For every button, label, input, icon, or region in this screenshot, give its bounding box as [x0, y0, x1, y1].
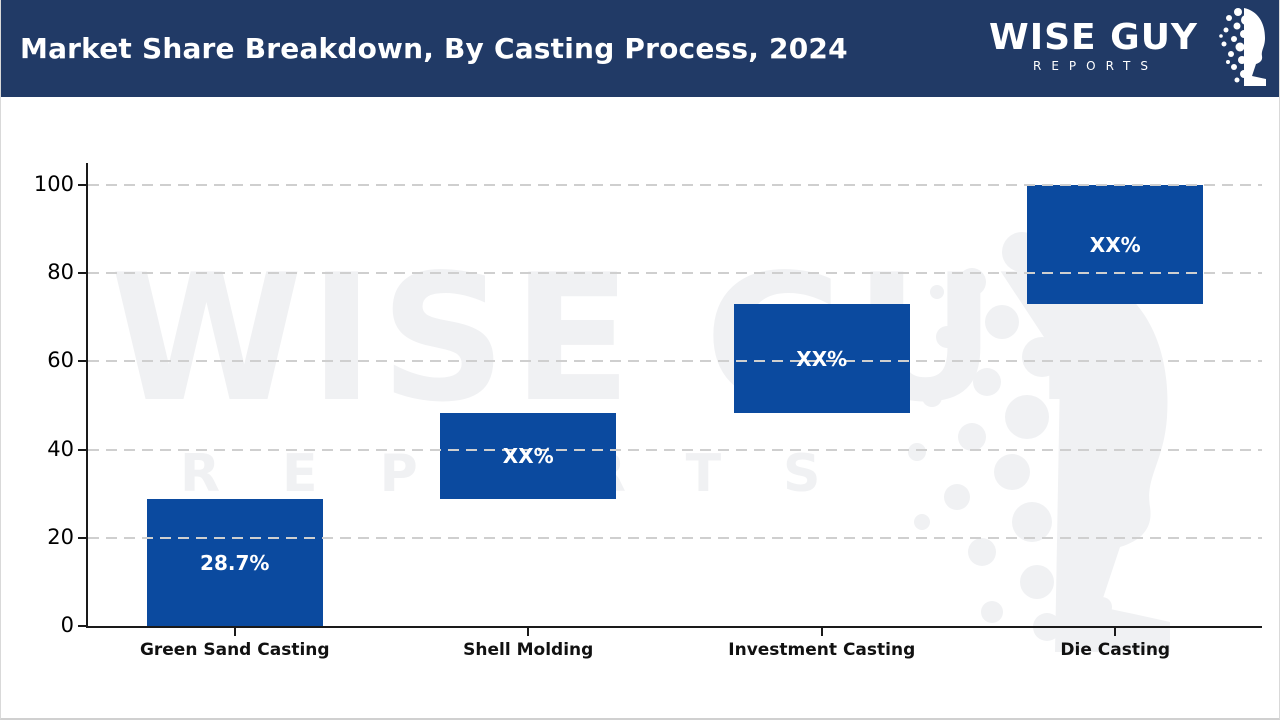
x-tick — [233, 628, 236, 636]
y-tick — [78, 360, 86, 363]
x-axis-spine — [86, 626, 1262, 628]
x-axis-label: Green Sand Casting — [139, 640, 330, 660]
bar-value-label: XX% — [1089, 232, 1141, 257]
bar-segment — [1027, 185, 1204, 305]
y-tick-label: 60 — [47, 348, 74, 373]
x-tick — [1114, 628, 1117, 636]
gridline-y-40 — [88, 448, 1262, 451]
gridline-y-80 — [88, 272, 1262, 275]
gridline-y-20 — [88, 536, 1262, 539]
y-tick — [78, 536, 86, 539]
bar-segment — [440, 412, 617, 500]
bar-value-label: XX% — [796, 346, 848, 371]
y-tick — [78, 184, 86, 186]
bar-value-label: XX% — [502, 444, 554, 469]
gridline-y-60 — [88, 360, 1262, 363]
x-axis-label: Shell Molding — [463, 640, 594, 660]
bar-segment — [146, 499, 323, 626]
bar-value-label: 28.7% — [200, 550, 270, 575]
y-tick — [78, 625, 86, 627]
x-axis-label: Investment Casting — [728, 640, 916, 660]
y-tick-label: 100 — [33, 172, 74, 196]
y-tick — [78, 448, 86, 451]
brand-text: WISE GUY REPORTS — [988, 17, 1198, 73]
page-title: Market Share Breakdown, By Casting Proce… — [20, 32, 848, 65]
y-tick-label: 0 — [60, 613, 74, 637]
x-tick — [820, 628, 823, 636]
brand-name: WISE GUY — [988, 17, 1198, 58]
y-tick — [78, 272, 86, 275]
y-tick-label: 20 — [47, 524, 74, 549]
header-bar: Market Share Breakdown, By Casting Proce… — [0, 0, 1280, 97]
x-tick — [527, 628, 530, 636]
bar-segment — [733, 304, 910, 413]
brand-face-icon — [1219, 8, 1266, 86]
brand-logo: WISE GUY REPORTS — [989, 6, 1266, 86]
brand-tagline: REPORTS — [1032, 59, 1158, 73]
y-axis-spine — [86, 163, 88, 628]
y-tick-label: 80 — [47, 260, 74, 285]
gridline-y-100 — [88, 184, 1262, 186]
x-axis-label: Die Casting — [1060, 640, 1171, 660]
y-tick-label: 40 — [47, 436, 74, 461]
